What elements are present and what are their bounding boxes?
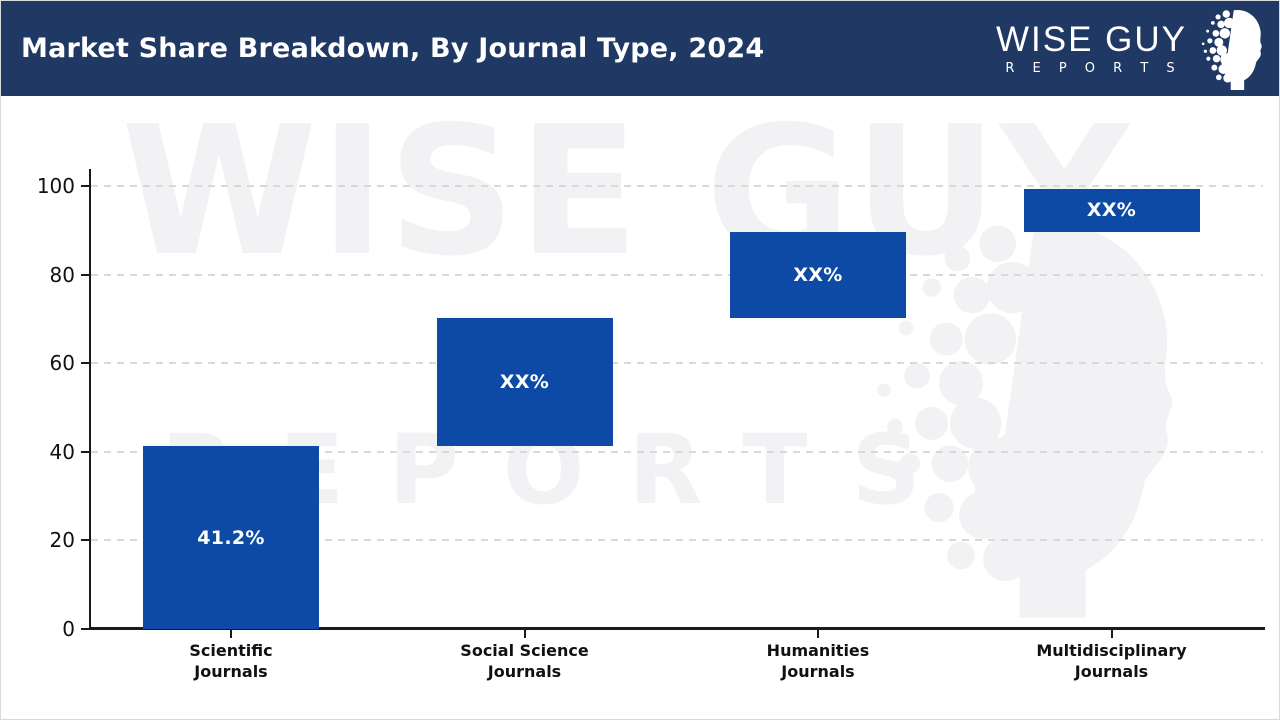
chart-area: WISE GUY REPORTS 0 20 40 60 80 100 41.2% Scient… bbox=[1, 88, 1279, 719]
x-axis-tick-mark bbox=[1110, 630, 1113, 638]
bar-value-label: XX% bbox=[499, 371, 550, 394]
x-axis-category-label: Social Science Journals bbox=[460, 641, 589, 681]
y-axis-tick-mark bbox=[81, 185, 90, 187]
x-axis-category-label: Multidisciplinary Journals bbox=[1036, 641, 1187, 681]
y-axis-tick-label: 80 bbox=[49, 262, 75, 287]
x-axis-line bbox=[89, 627, 1265, 630]
y-axis-tick-label: 0 bbox=[62, 617, 75, 641]
brand-subtitle: R E P O R T S bbox=[1005, 61, 1182, 76]
x-axis-category-label: Scientific Journals bbox=[189, 641, 273, 681]
y-axis-tick-mark bbox=[81, 450, 90, 453]
header-bar: Market Share Breakdown, By Journal Type,… bbox=[1, 1, 1279, 96]
gridline bbox=[91, 185, 1263, 187]
bar: XX% bbox=[436, 317, 613, 447]
brand-name: WISE GUY bbox=[995, 20, 1187, 59]
bar: XX% bbox=[1023, 188, 1200, 232]
bar-value-label: XX% bbox=[793, 263, 843, 286]
bar-value-label: 41.2% bbox=[197, 526, 265, 549]
x-axis-tick-mark bbox=[523, 630, 526, 638]
y-axis-tick-mark bbox=[81, 628, 90, 630]
page-title: Market Share Breakdown, By Journal Type,… bbox=[21, 33, 765, 64]
watermark-head-icon bbox=[877, 223, 1173, 618]
y-axis-tick-label: 100 bbox=[36, 174, 75, 198]
y-axis-tick-label: 60 bbox=[49, 351, 75, 376]
y-axis-tick-mark bbox=[81, 539, 90, 542]
x-axis-tick-mark bbox=[230, 630, 232, 638]
logo-head-icon bbox=[1201, 9, 1262, 90]
y-axis-tick-label: 20 bbox=[49, 528, 75, 553]
gridline bbox=[91, 362, 1263, 365]
y-axis-line bbox=[89, 169, 91, 630]
gridline bbox=[91, 539, 1263, 542]
bar: 41.2% bbox=[143, 446, 319, 629]
gridline bbox=[91, 450, 1263, 453]
x-axis-category-label: Humanities Journals bbox=[766, 641, 870, 681]
y-axis-tick-label: 40 bbox=[49, 439, 75, 464]
bar-value-label: XX% bbox=[1086, 199, 1137, 222]
y-axis-tick-mark bbox=[81, 273, 90, 276]
brand-logo: WISE GUY R E P O R T S bbox=[996, 8, 1267, 90]
bar: XX% bbox=[730, 231, 906, 318]
brand-logo-text: WISE GUY R E P O R T S bbox=[996, 22, 1187, 75]
x-axis-tick-mark bbox=[817, 630, 819, 638]
gridline bbox=[91, 273, 1263, 276]
y-axis-tick-mark bbox=[81, 362, 90, 365]
